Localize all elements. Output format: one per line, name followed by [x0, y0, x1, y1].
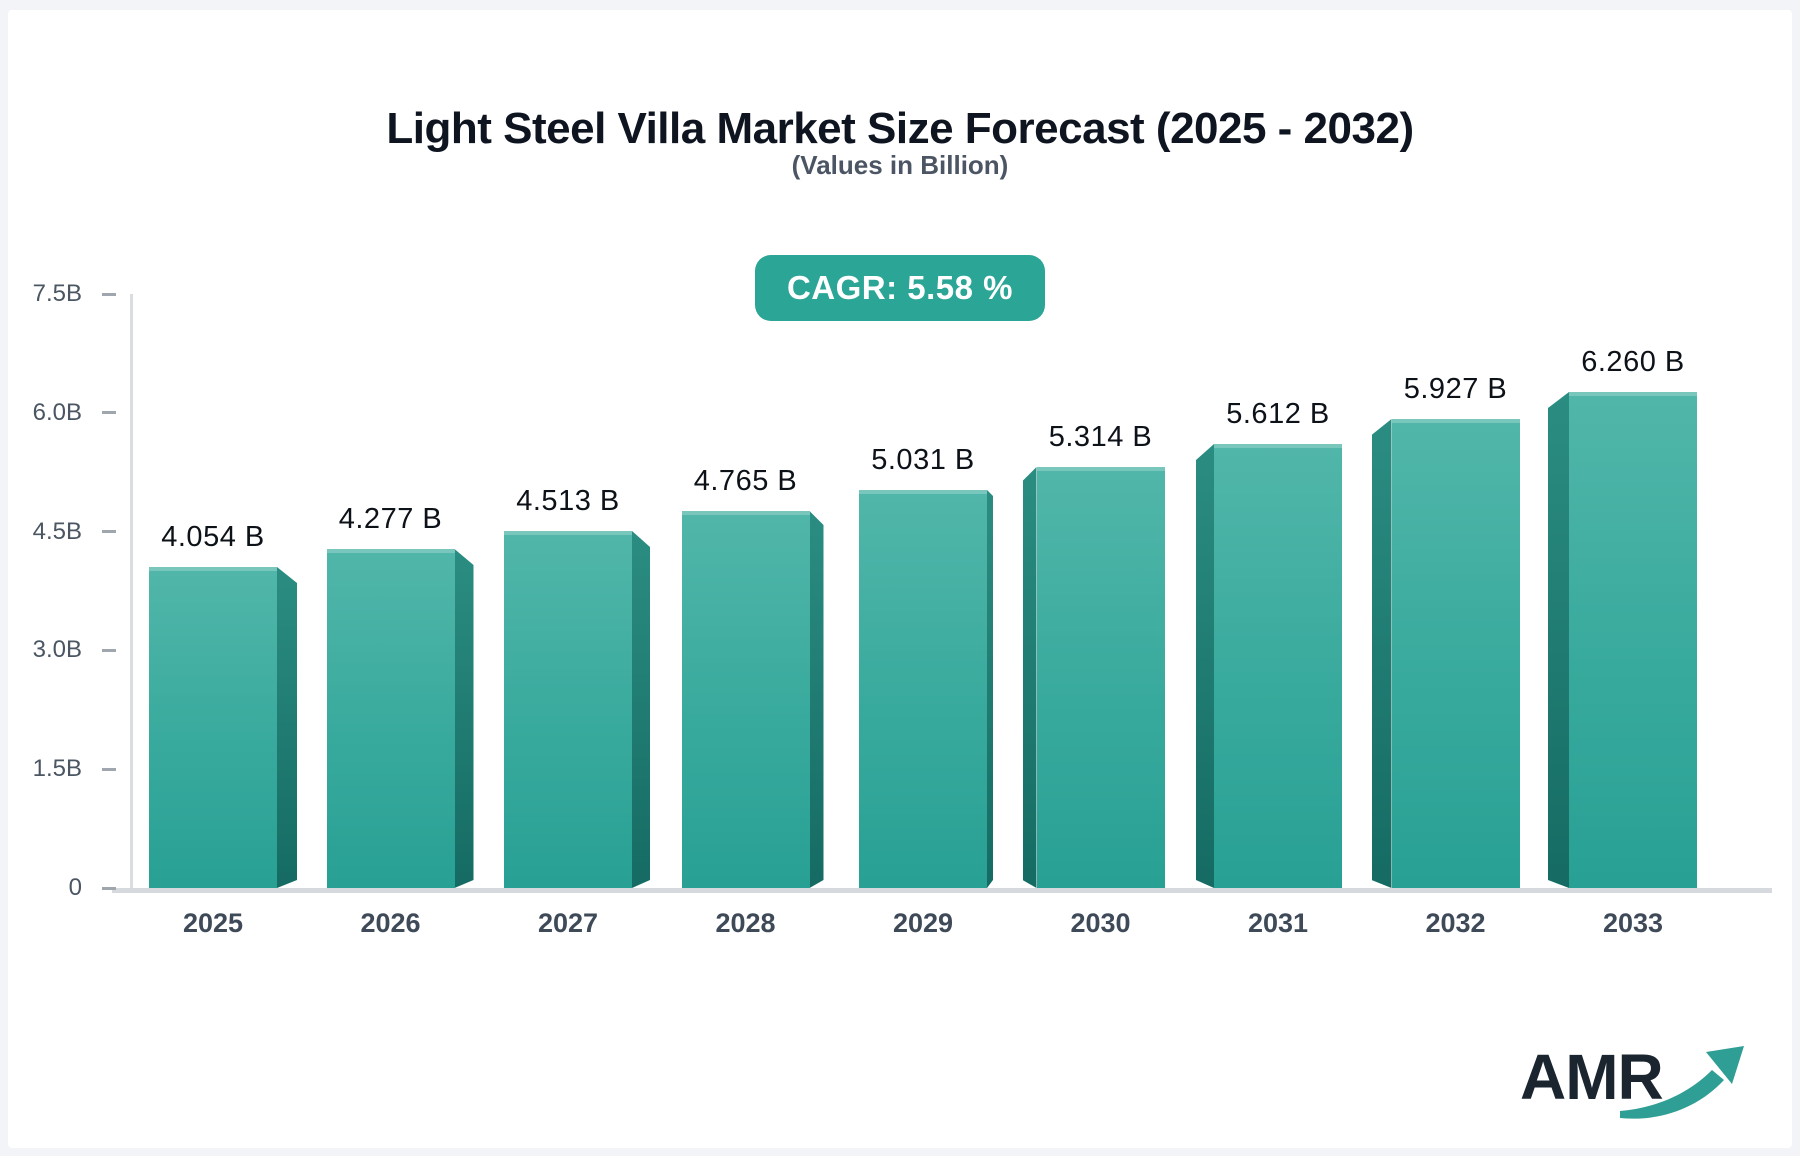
- bar-value-label: 4.277 B: [338, 503, 443, 535]
- y-tick-label: 3.0B: [32, 636, 82, 664]
- bar-2030-side-face: [1023, 467, 1037, 888]
- bar-2032-side-face: [1372, 419, 1392, 888]
- bar-2026: [326, 549, 455, 888]
- bar-value-label: 5.031 B: [871, 444, 975, 476]
- bar-2029: [859, 490, 987, 888]
- bar-2030: [1036, 467, 1165, 888]
- y-tick-dash: [102, 411, 116, 415]
- bar-value-label: 5.314 B: [1048, 421, 1153, 453]
- x-tick-label-2029: 2029: [892, 908, 954, 938]
- plot-area: 0 1.5B 3.0B 4.5B 6.0B 7.5B 4.054 B 2025 4.277 B 2…: [33, 280, 1772, 938]
- y-tick-dash: [102, 767, 116, 771]
- bar-2031: [1214, 444, 1342, 888]
- bar-2028-side-face: [810, 511, 824, 888]
- x-tick-label-2030: 2030: [1070, 908, 1131, 938]
- bar-value-label: 5.927 B: [1403, 373, 1508, 405]
- cagr-badge-row: CAGR: 5.58 %: [8, 255, 1792, 321]
- chart-card: Light Steel Villa Market Size Forecast (…: [8, 10, 1792, 1148]
- x-axis-baseline: [112, 888, 1772, 893]
- x-tick-label-2028: 2028: [715, 908, 776, 938]
- y-tick-dash: [102, 292, 116, 296]
- y-tick-label: 0: [68, 874, 82, 901]
- growth-arrow-icon: [1620, 1046, 1744, 1119]
- bar-value-label: 5.612 B: [1226, 398, 1330, 430]
- y-tick-dash: [102, 886, 116, 890]
- y-axis-line: [130, 294, 133, 890]
- y-tick-dash: [102, 648, 116, 652]
- x-tick-label-2033: 2033: [1602, 908, 1664, 938]
- x-tick-label-2032: 2032: [1425, 908, 1486, 938]
- x-tick-label-2031: 2031: [1247, 908, 1309, 938]
- bar-value-label: 4.513 B: [516, 485, 620, 517]
- bar-value-label: 4.765 B: [693, 465, 798, 497]
- y-tick-dash: [102, 530, 116, 534]
- y-tick-label: 6.0B: [32, 398, 82, 426]
- chart-subtitle: (Values in Billion): [791, 150, 1009, 180]
- y-tick-label: 4.5B: [32, 517, 82, 545]
- x-tick-label-2025: 2025: [182, 908, 244, 938]
- bar-value-label: 4.054 B: [161, 521, 265, 553]
- bar-2033-side-face: [1548, 392, 1569, 888]
- y-tick-label: 7.5B: [32, 280, 82, 307]
- bar-2028: [681, 511, 810, 888]
- bar-2025-side-face: [277, 567, 297, 888]
- bar-2027-side-face: [632, 531, 650, 888]
- x-tick-label-2027: 2027: [537, 908, 599, 938]
- bar-2025: [149, 567, 277, 888]
- bar-2033: [1569, 392, 1697, 888]
- amr-logo-text: AMR: [1520, 1041, 1664, 1113]
- chart-title: Light Steel Villa Market Size Forecast (…: [386, 104, 1414, 153]
- y-tick-label: 1.5B: [32, 755, 82, 783]
- amr-logo: AMR: [1520, 1034, 1750, 1134]
- bar-2027: [504, 531, 632, 888]
- cagr-badge: CAGR: 5.58 %: [754, 255, 1046, 321]
- bar-2032: [1391, 419, 1520, 888]
- bar-2026-side-face: [455, 549, 474, 888]
- bar-2029-side-face: [987, 490, 993, 888]
- bar-value-label: 6.260 B: [1581, 346, 1685, 378]
- bar-2031-side-face: [1196, 444, 1214, 888]
- x-tick-label-2026: 2026: [360, 908, 421, 938]
